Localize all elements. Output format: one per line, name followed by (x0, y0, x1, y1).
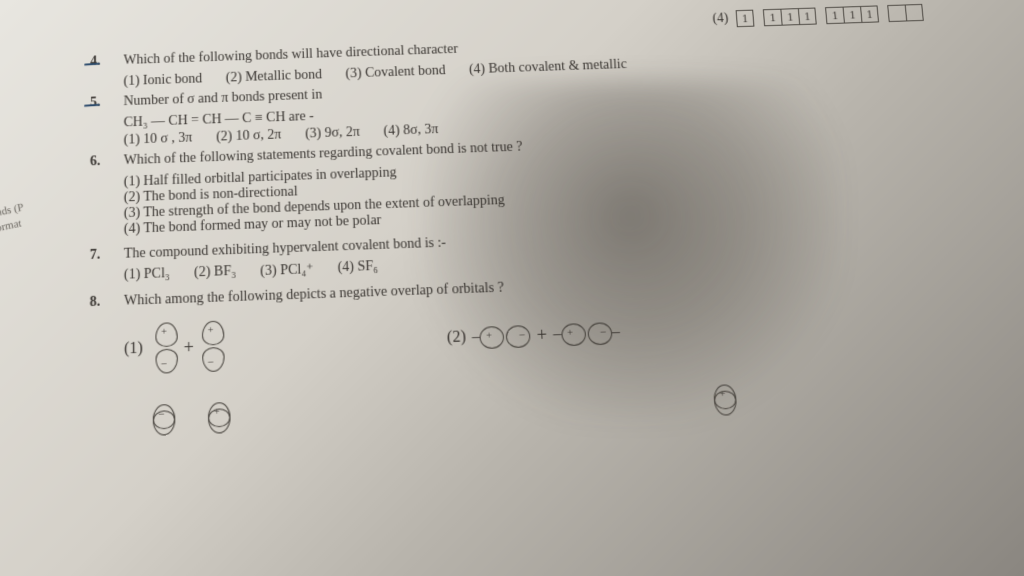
p-orbital-v-2: + – (200, 321, 225, 373)
q6-number: 6. (90, 152, 124, 172)
sign-minus: – (519, 330, 525, 341)
q4-opt2: (2) Metallic bond (226, 68, 323, 87)
q7-opt2: (2) BF₃ (194, 264, 236, 282)
box-group-3b: 1 1 1 (825, 5, 879, 24)
sign-plus: + (486, 331, 492, 342)
q5-opt1: (1) 10 σ , 3π (124, 130, 193, 148)
dash-right: – (611, 323, 620, 342)
q7-number: 7. (90, 245, 124, 265)
q8-number: 8. (90, 293, 124, 313)
sign-minus: – (159, 409, 164, 421)
box-group-3a: 1 1 1 (763, 8, 817, 27)
q7-opt1: (1) PCl₃ (124, 267, 170, 286)
q5-text: Number of σ and π bonds present in (124, 88, 323, 109)
p-orbital-h-2: + – (561, 321, 613, 347)
q4-number: 4. (90, 53, 123, 72)
sign-minus: – (208, 357, 213, 368)
sign-minus: – (600, 327, 606, 338)
q4-opt3: (3) Covalent bond (345, 63, 445, 82)
q8-opt1-label: (1) (124, 340, 143, 359)
edge-text-a: nds (P (0, 202, 25, 219)
q7-opt4: (4) SF₆ (337, 259, 378, 277)
edge-text-b: ormat (0, 218, 22, 235)
sign-plus: + (214, 407, 220, 419)
q5-opt3: (3) 9σ, 2π (305, 125, 360, 142)
q7-opt3: (3) PCl₄⁺ (260, 262, 314, 281)
q5-number: 5. (90, 93, 124, 112)
sign-plus: + (719, 389, 726, 401)
q5-opt2: (2) 10 σ, 2π (216, 127, 281, 145)
sign-plus: + (567, 328, 573, 339)
box-single: 1 (736, 10, 755, 28)
sign-plus: + (208, 325, 214, 336)
p-orbital-h-1: + – (480, 323, 532, 349)
q8-opt2-label: (2) (447, 329, 467, 348)
plus-sep-2: + (536, 324, 547, 346)
worksheet-page: nds (P ormat (4) 1 1 1 1 1 1 1 4. Which … (0, 0, 1024, 576)
q8-opt2-group: (2) – + – + – + – – (447, 320, 621, 350)
box-group-2 (887, 4, 924, 22)
p-orbital-v-1: + – (153, 323, 178, 375)
sign-minus: – (161, 358, 166, 369)
partial-lobe-2: + (206, 402, 231, 434)
opt4-label: (4) (712, 10, 729, 28)
q5-opt4: (4) 8σ, 3π (383, 122, 438, 139)
sign-plus: + (161, 327, 167, 338)
q4-opt4: (4) Both covalent & metallic (469, 57, 627, 78)
plus-sep-1: + (183, 337, 193, 359)
q8-opt1-group: (1) + – + + – (124, 321, 225, 375)
bottom-partial-lobes: – + + (151, 375, 1003, 436)
partial-lobe-1: – (151, 404, 176, 436)
partial-lobe-3: + (711, 385, 738, 417)
q4-opt1: (1) Ionic bond (124, 72, 203, 90)
